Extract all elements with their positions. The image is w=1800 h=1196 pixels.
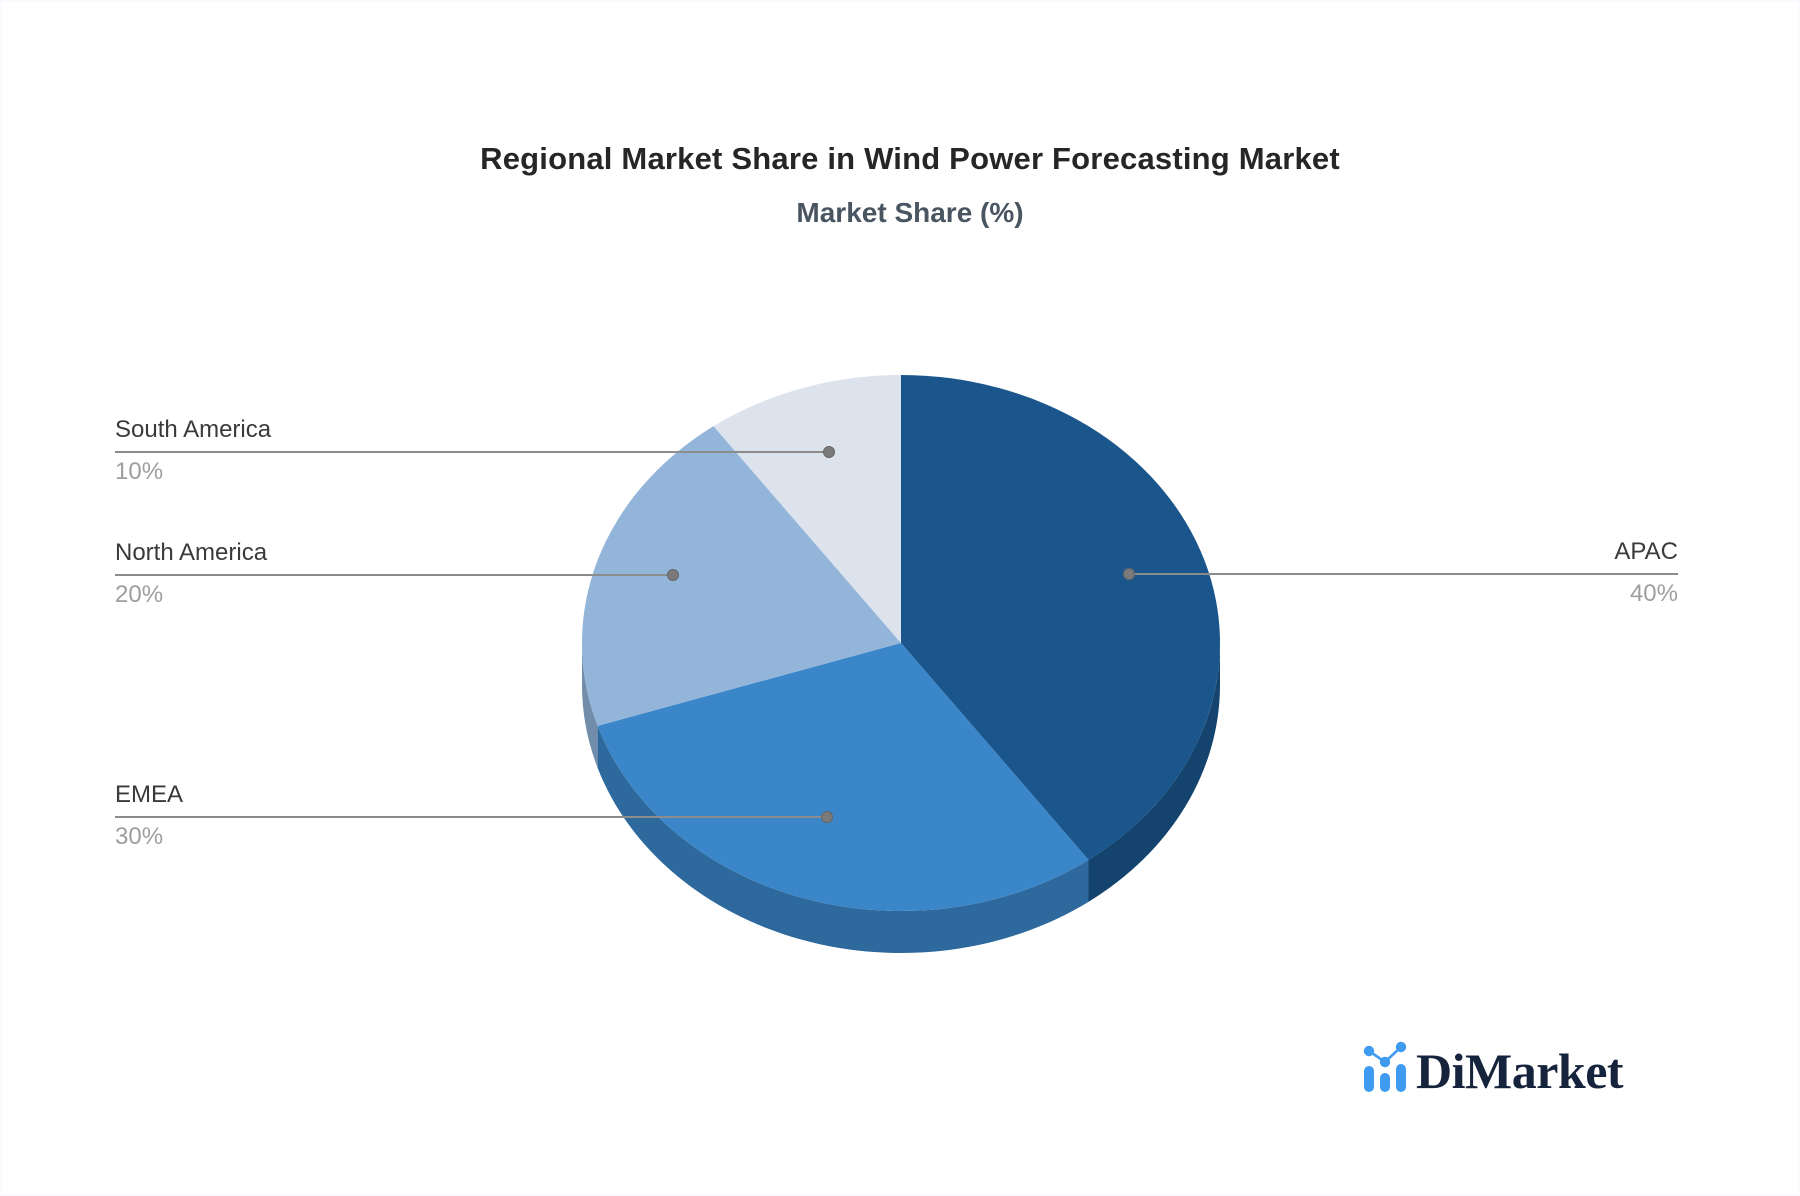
pie-slice-side-north-america	[582, 643, 598, 768]
slice-value-north-america: 20%	[115, 581, 164, 608]
pie-slice-side-emea	[597, 725, 1089, 953]
slice-value-south-america: 10%	[115, 458, 164, 485]
slice-label-emea: EMEA	[115, 781, 184, 808]
chart-subtitle: Market Share (%)	[796, 197, 1024, 228]
bar-chart-with-trend-icon	[1363, 1041, 1407, 1092]
brand-logo-text: DiMarket	[1416, 1043, 1624, 1099]
slice-value-emea: 30%	[115, 823, 164, 850]
pie-slice-south-america[interactable]	[713, 375, 901, 643]
slice-label-north-america: North America	[115, 539, 268, 566]
pie-slice-north-america[interactable]	[582, 426, 901, 726]
pie-slice-apac[interactable]	[901, 375, 1220, 860]
brand-logo: DiMarket	[1360, 1036, 1680, 1106]
slice-label-apac: APAC	[1614, 538, 1678, 565]
slice-label-south-america: South America	[115, 416, 272, 443]
slice-value-apac: 40%	[1629, 580, 1678, 607]
pie-slice-side-apac	[1088, 643, 1220, 902]
leader-dot-south-america	[823, 446, 835, 458]
leader-dot-emea	[821, 811, 833, 823]
pie-slice-emea[interactable]	[597, 643, 1089, 911]
leader-dot-apac	[1123, 568, 1135, 580]
leader-dot-north-america	[667, 569, 679, 581]
chart-title: Regional Market Share in Wind Power Fore…	[480, 141, 1340, 176]
